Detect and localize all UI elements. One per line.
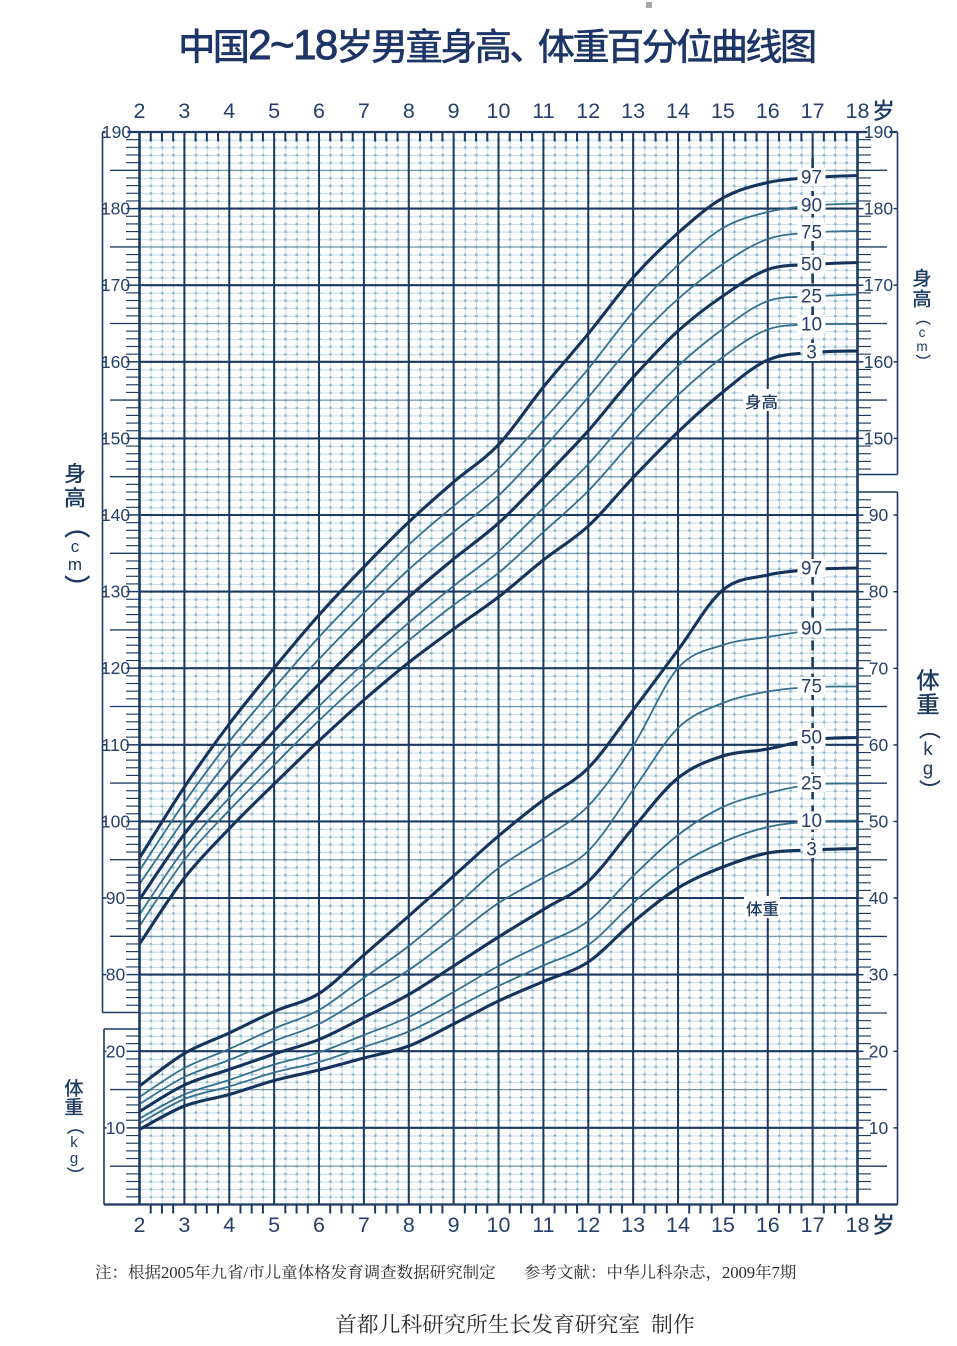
svg-text:6: 6 <box>313 99 325 123</box>
svg-text:60: 60 <box>869 735 889 755</box>
svg-text:150: 150 <box>864 428 893 448</box>
svg-text:7: 7 <box>358 99 370 123</box>
svg-text:10: 10 <box>487 1213 511 1237</box>
svg-text:130: 130 <box>101 582 130 602</box>
svg-text:/: / <box>244 1263 249 1282</box>
svg-text:14: 14 <box>666 1213 690 1237</box>
svg-text:90: 90 <box>106 888 126 908</box>
svg-text:0: 0 <box>169 1263 177 1282</box>
svg-text:11: 11 <box>532 99 554 123</box>
svg-text:10: 10 <box>801 811 822 832</box>
svg-text:2: 2 <box>134 1213 146 1237</box>
svg-text:10: 10 <box>487 99 511 123</box>
svg-text:97: 97 <box>801 168 822 189</box>
svg-text:g: g <box>70 1150 78 1167</box>
svg-text:0: 0 <box>730 1263 738 1282</box>
svg-text:15: 15 <box>711 1213 735 1237</box>
svg-text:13: 13 <box>621 99 645 123</box>
svg-text:9: 9 <box>448 1213 460 1237</box>
svg-text:190: 190 <box>864 122 893 142</box>
svg-text:70: 70 <box>869 658 889 678</box>
svg-text:2: 2 <box>722 1263 730 1282</box>
svg-text:190: 190 <box>102 122 131 142</box>
svg-text:3: 3 <box>806 343 817 364</box>
svg-text:5: 5 <box>268 1213 280 1237</box>
svg-text:120: 120 <box>101 658 130 678</box>
svg-text:k: k <box>70 1134 78 1151</box>
svg-text:2: 2 <box>161 1263 169 1282</box>
svg-text:12: 12 <box>576 99 600 123</box>
svg-text:8: 8 <box>403 1213 415 1237</box>
svg-text:10: 10 <box>106 1118 126 1138</box>
svg-text:k: k <box>923 738 933 759</box>
svg-text:0: 0 <box>178 1263 186 1282</box>
svg-text:3: 3 <box>806 840 817 861</box>
svg-text:c: c <box>71 537 80 556</box>
svg-text:20: 20 <box>106 1041 126 1061</box>
svg-text:13: 13 <box>621 1213 645 1237</box>
svg-text:75: 75 <box>801 677 822 698</box>
svg-text:18: 18 <box>846 99 870 123</box>
svg-text:40: 40 <box>869 888 889 908</box>
svg-text:0: 0 <box>739 1263 747 1282</box>
svg-text:100: 100 <box>101 811 130 831</box>
svg-text:7: 7 <box>358 1213 370 1237</box>
svg-text:160: 160 <box>864 352 893 372</box>
svg-text:9: 9 <box>448 99 460 123</box>
svg-text:17: 17 <box>801 99 825 123</box>
svg-text:140: 140 <box>101 505 130 525</box>
svg-text:180: 180 <box>101 199 130 219</box>
svg-text:150: 150 <box>101 428 130 448</box>
svg-text:25: 25 <box>801 287 822 308</box>
svg-text:80: 80 <box>106 965 126 985</box>
svg-text:2: 2 <box>134 99 146 123</box>
svg-text:4: 4 <box>223 99 235 123</box>
svg-text:c: c <box>919 325 926 340</box>
svg-text:7: 7 <box>772 1263 780 1282</box>
svg-text:8: 8 <box>403 99 415 123</box>
svg-text:m: m <box>916 339 927 354</box>
svg-text:90: 90 <box>869 505 889 525</box>
svg-text:180: 180 <box>864 199 893 219</box>
svg-text:11: 11 <box>532 1213 554 1237</box>
svg-text:15: 15 <box>711 99 735 123</box>
svg-text:50: 50 <box>801 255 822 276</box>
svg-text:5: 5 <box>186 1263 194 1282</box>
svg-text:25: 25 <box>801 774 822 795</box>
svg-text:80: 80 <box>869 582 889 602</box>
svg-text:3: 3 <box>178 1213 190 1237</box>
svg-text:g: g <box>923 758 933 779</box>
svg-text:m: m <box>68 555 82 574</box>
svg-text:30: 30 <box>869 965 889 985</box>
svg-text:10: 10 <box>869 1118 889 1138</box>
svg-text:50: 50 <box>801 728 822 749</box>
svg-text:5: 5 <box>268 99 280 123</box>
svg-text:4: 4 <box>223 1213 235 1237</box>
svg-text:97: 97 <box>801 559 822 580</box>
svg-text:170: 170 <box>864 275 893 295</box>
svg-text:170: 170 <box>101 275 130 295</box>
svg-text:90: 90 <box>801 196 822 217</box>
svg-text:9: 9 <box>747 1263 755 1282</box>
svg-text:110: 110 <box>102 735 130 755</box>
svg-text:3: 3 <box>178 99 190 123</box>
svg-text:90: 90 <box>801 619 822 640</box>
svg-text:10: 10 <box>801 315 822 336</box>
svg-text:17: 17 <box>801 1213 825 1237</box>
svg-text:12: 12 <box>576 1213 600 1237</box>
svg-text:6: 6 <box>313 1213 325 1237</box>
svg-text:2~18: 2~18 <box>248 21 337 68</box>
svg-text:18: 18 <box>846 1213 870 1237</box>
svg-text:16: 16 <box>756 99 780 123</box>
svg-text:75: 75 <box>801 223 822 244</box>
svg-text:50: 50 <box>869 812 889 832</box>
svg-text:20: 20 <box>869 1041 889 1061</box>
svg-text:14: 14 <box>666 99 690 123</box>
svg-text:160: 160 <box>101 352 130 372</box>
svg-text:16: 16 <box>756 1213 780 1237</box>
